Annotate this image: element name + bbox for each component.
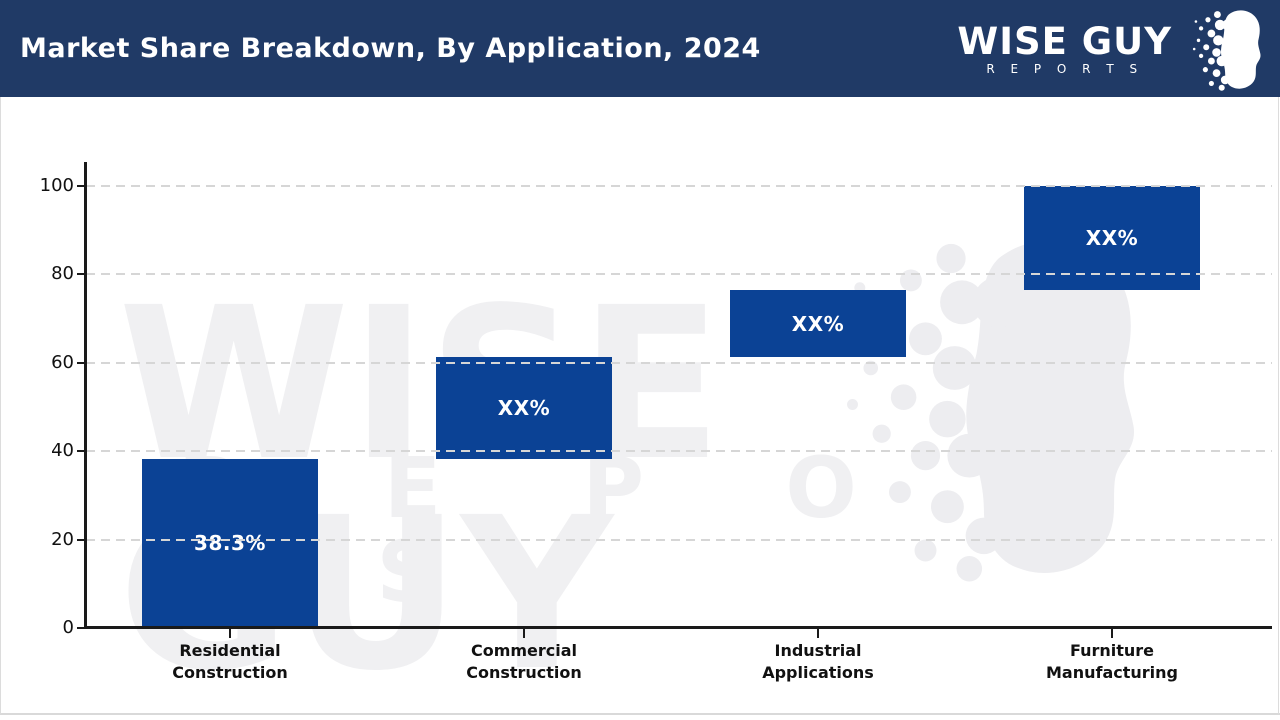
gridline-80 [86,273,1272,276]
bar-value-label: XX% [1085,226,1139,251]
bar-2: XX% [730,290,906,358]
y-tick-label-100: 100 [39,175,74,196]
logo-text: WISE GUY R E P O R T S [957,23,1172,75]
x-category-label-line: Commercial [470,641,578,660]
right-divider [1278,97,1279,714]
y-axis-line [84,162,87,629]
bottom-divider [0,713,1280,715]
plot-area: 38.3% XX% XX% XX% [86,164,1272,628]
header: Market Share Breakdown, By Application, … [0,0,1280,97]
x-tick-mark-0 [229,629,231,638]
x-category-label-1: Commercial Construction [404,640,644,683]
x-category-label-line: Furniture [1069,641,1155,660]
x-category-label-line: Construction [466,662,582,682]
y-tick-label-20: 20 [51,528,74,550]
y-tick-mark-40 [77,450,85,453]
bar-value-label: 38.3% [194,531,266,556]
y-tick-mark-20 [77,538,85,541]
x-axis-line [84,626,1272,629]
x-category-label-line: Industrial [774,641,862,660]
gridline-20 [86,538,1272,541]
logo-subtitle: R E P O R T S [986,61,1144,76]
y-tick-mark-60 [77,361,85,364]
y-tick-label-80: 80 [51,263,74,285]
y-tick-label-60: 60 [51,351,74,373]
y-tick-label-0: 0 [62,617,74,638]
x-category-label-line: Construction [172,662,288,682]
page-title: Market Share Breakdown, By Application, … [20,33,761,64]
y-tick-label-40: 40 [51,440,74,462]
x-category-label-line: Manufacturing [1046,662,1178,682]
bar-0: 38.3% [142,458,318,628]
y-tick-mark-0 [77,627,85,629]
x-category-label-2: Industrial Applications [698,640,938,683]
bar-1: XX% [436,357,612,459]
gridline-100 [86,185,1272,187]
x-tick-mark-2 [817,629,819,638]
logo-wordmark: WISE GUY [957,19,1172,63]
bar-value-label: XX% [791,311,845,336]
x-category-label-3: Furniture Manufacturing [992,640,1232,683]
x-category-label-line: Applications [762,662,874,682]
x-category-label-0: Residential Construction [110,640,350,683]
left-divider [0,97,1,714]
y-tick-mark-80 [77,273,85,276]
wise-guy-logo: WISE GUY R E P O R T S [957,6,1266,92]
y-tick-mark-100 [77,185,85,187]
bar-value-label: XX% [497,395,551,420]
gridline-40 [86,450,1272,453]
x-category-label-line: Residential [179,641,281,660]
x-tick-mark-3 [1111,629,1113,638]
dotted-face-icon [1192,9,1261,91]
gridline-60 [86,361,1272,364]
x-tick-mark-1 [523,629,525,638]
